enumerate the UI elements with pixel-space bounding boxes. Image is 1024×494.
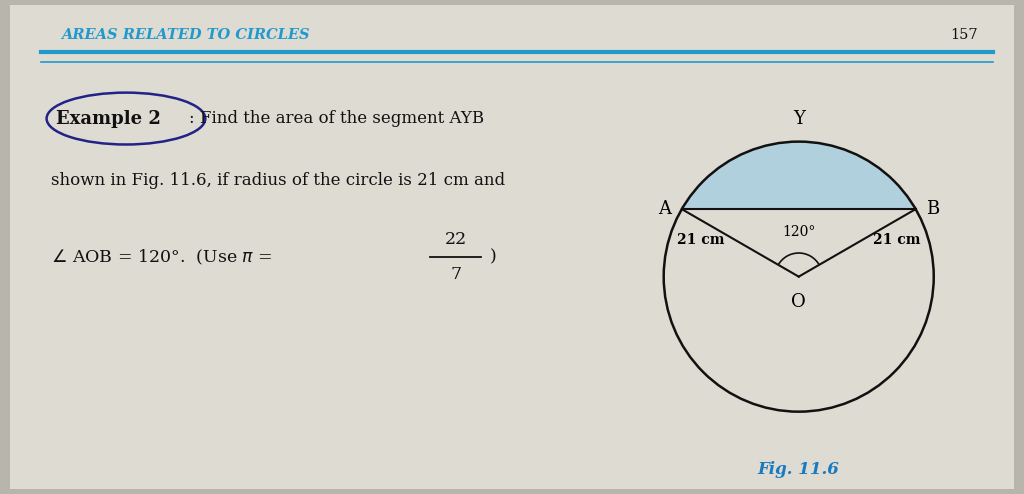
Text: $\angle$ AOB = 120°.  (Use $\pi$ =: $\angle$ AOB = 120°. (Use $\pi$ = xyxy=(51,247,272,266)
Text: 21 cm: 21 cm xyxy=(873,233,921,247)
Text: Y: Y xyxy=(793,110,805,128)
Text: AREAS RELATED TO CIRCLES: AREAS RELATED TO CIRCLES xyxy=(61,28,310,41)
Text: B: B xyxy=(927,200,940,218)
Text: Example 2: Example 2 xyxy=(56,110,161,127)
Polygon shape xyxy=(682,142,915,209)
Text: A: A xyxy=(658,200,671,218)
Text: 157: 157 xyxy=(950,28,978,41)
Text: 21 cm: 21 cm xyxy=(677,233,724,247)
Text: 22: 22 xyxy=(444,231,467,248)
Text: ): ) xyxy=(489,248,497,265)
Text: 120°: 120° xyxy=(782,225,815,239)
FancyBboxPatch shape xyxy=(10,5,1014,489)
Text: O: O xyxy=(792,293,806,311)
Text: shown in Fig. 11.6, if radius of the circle is 21 cm and: shown in Fig. 11.6, if radius of the cir… xyxy=(51,172,505,189)
Text: : Find the area of the segment AYB: : Find the area of the segment AYB xyxy=(189,110,484,127)
Text: Fig. 11.6: Fig. 11.6 xyxy=(758,461,840,478)
Text: 7: 7 xyxy=(451,266,461,283)
